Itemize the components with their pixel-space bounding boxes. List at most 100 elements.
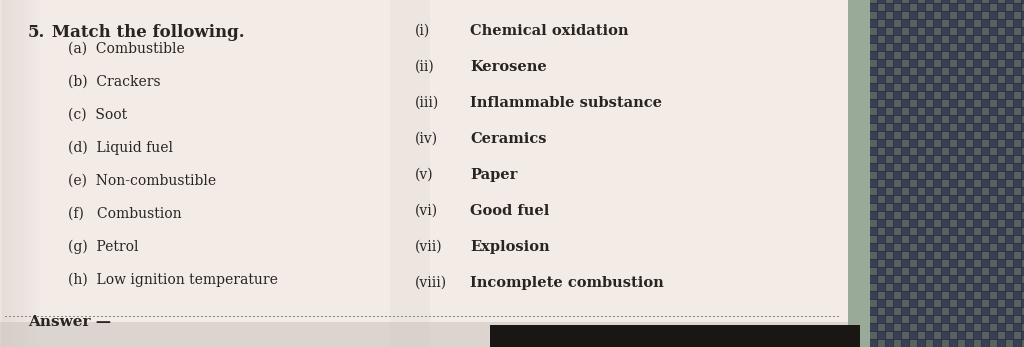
Bar (870, 36, 877, 43)
Bar (805, 315, 807, 317)
Bar (942, 292, 949, 299)
Bar (870, 276, 877, 283)
Bar (974, 76, 981, 83)
Bar (1022, 132, 1024, 139)
Bar (886, 188, 893, 195)
Bar (990, 308, 997, 315)
Bar (926, 0, 933, 3)
Bar (942, 276, 949, 283)
Bar (958, 244, 965, 251)
Bar (902, 332, 909, 339)
Bar (878, 12, 885, 19)
Bar (990, 60, 997, 67)
Bar (878, 292, 885, 299)
Bar (785, 315, 787, 317)
Bar (870, 236, 877, 243)
Bar (966, 212, 973, 219)
Bar (902, 276, 909, 283)
Bar (894, 52, 901, 59)
Bar (1006, 340, 1013, 347)
Bar (870, 132, 877, 139)
Bar (942, 228, 949, 235)
Bar (966, 292, 973, 299)
Bar (1022, 260, 1024, 267)
Bar (878, 68, 885, 75)
Bar (990, 4, 997, 11)
Bar (557, 315, 559, 317)
Bar (886, 4, 893, 11)
Bar (1022, 196, 1024, 203)
Bar (886, 132, 893, 139)
Bar (878, 172, 885, 179)
Bar (870, 204, 877, 211)
Text: (vii): (vii) (415, 240, 442, 254)
Bar (910, 4, 918, 11)
Bar (910, 12, 918, 19)
Text: (ii): (ii) (415, 60, 435, 74)
Bar (29, 315, 31, 317)
Bar (998, 108, 1005, 115)
Bar (966, 220, 973, 227)
Bar (982, 0, 989, 3)
Bar (133, 315, 135, 317)
Bar (493, 315, 495, 317)
Bar (894, 300, 901, 307)
Bar (8, 0, 12, 347)
Bar (465, 315, 467, 317)
Bar (878, 188, 885, 195)
Bar (910, 148, 918, 155)
Bar (293, 315, 295, 317)
Bar (966, 340, 973, 347)
Bar (894, 180, 901, 187)
Bar (918, 316, 925, 323)
Bar (934, 228, 941, 235)
Bar (37, 315, 39, 317)
Bar (894, 316, 901, 323)
Bar (958, 180, 965, 187)
Bar (926, 172, 933, 179)
Bar (1014, 20, 1021, 27)
Bar (918, 172, 925, 179)
Bar (417, 315, 419, 317)
Bar (926, 92, 933, 99)
Bar (497, 315, 499, 317)
Bar (918, 180, 925, 187)
Bar (1014, 148, 1021, 155)
Bar (221, 315, 223, 317)
Bar (934, 308, 941, 315)
Bar (910, 156, 918, 163)
Bar (1022, 308, 1024, 315)
Bar (918, 260, 925, 267)
Bar (950, 244, 957, 251)
Bar (433, 315, 435, 317)
Bar (910, 220, 918, 227)
Bar (1006, 196, 1013, 203)
Bar (1006, 204, 1013, 211)
Bar (982, 252, 989, 259)
Bar (950, 236, 957, 243)
Bar (878, 0, 885, 3)
Bar (982, 132, 989, 139)
Bar (966, 252, 973, 259)
Bar (273, 315, 275, 317)
Bar (878, 196, 885, 203)
Bar (950, 316, 957, 323)
Bar (910, 108, 918, 115)
Bar (958, 100, 965, 107)
Bar (982, 20, 989, 27)
Bar (910, 124, 918, 131)
Bar (990, 132, 997, 139)
Bar (878, 180, 885, 187)
Bar (990, 28, 997, 35)
Bar (10, 0, 14, 347)
Bar (934, 180, 941, 187)
Bar (878, 284, 885, 291)
Bar (918, 220, 925, 227)
Bar (926, 84, 933, 91)
Bar (958, 204, 965, 211)
Bar (825, 315, 827, 317)
Bar (966, 244, 973, 251)
Bar (990, 20, 997, 27)
Bar (974, 316, 981, 323)
Bar (966, 108, 973, 115)
